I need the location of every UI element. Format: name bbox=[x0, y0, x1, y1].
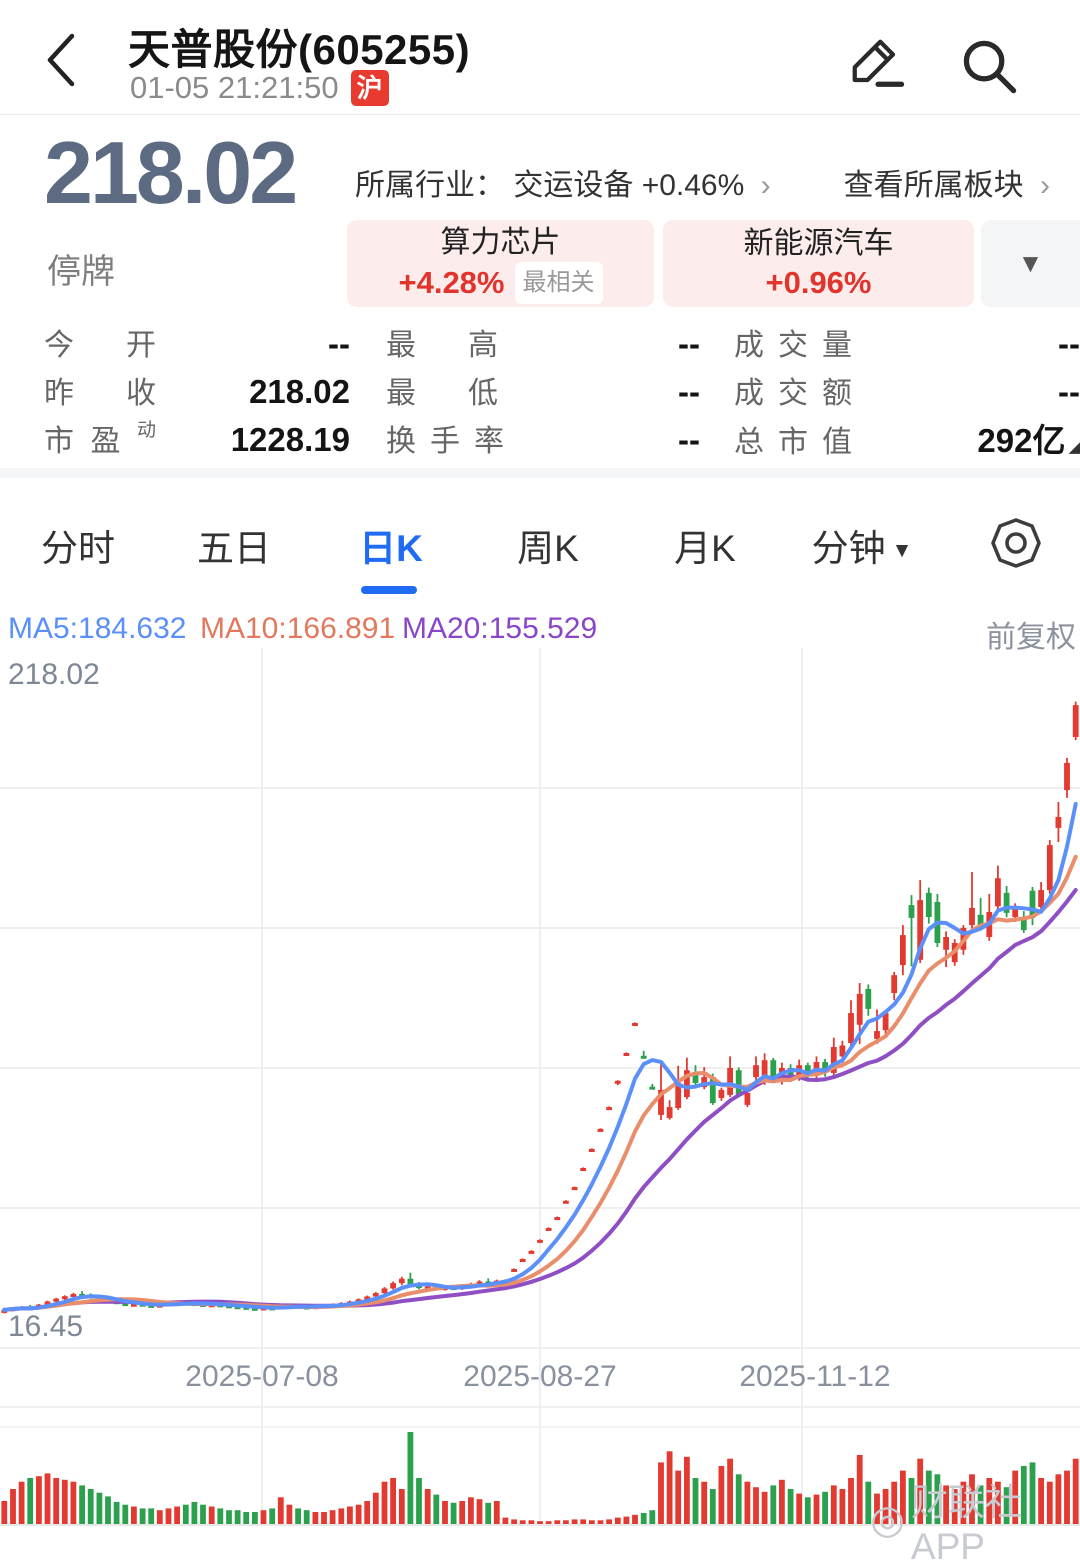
ma20-value: MA20:155.529 bbox=[402, 612, 598, 645]
tag-change: +0.96% bbox=[765, 264, 872, 300]
concept-tag-2[interactable]: 新能源汽车 +0.96% bbox=[663, 220, 974, 307]
volume-series bbox=[1, 1432, 1079, 1524]
chevron-right-icon: › bbox=[1040, 169, 1050, 202]
stat-turnover-amount: 成交额 -- bbox=[734, 373, 1080, 410]
stat-high: 最高 -- bbox=[386, 325, 700, 362]
expand-corner-icon: ◢ bbox=[1068, 439, 1080, 456]
y-axis-max-label: 218.02 bbox=[8, 658, 100, 691]
x-axis-label-1: 2025-07-08 bbox=[185, 1360, 338, 1393]
stat-turnover-rate: 换手率 -- bbox=[386, 421, 700, 458]
header-bar: 天普股份(605255) 01-05 21:21:50 沪 bbox=[0, 0, 1080, 115]
ma5-value: MA5:184.632 bbox=[8, 612, 187, 645]
chart-tab-bar: 分时 五日 日K 周K 月K 分钟 ▼ bbox=[0, 500, 1080, 600]
view-sector-link[interactable]: 查看所属板块 › bbox=[843, 169, 1050, 202]
stat-open: 今开 -- bbox=[44, 325, 350, 362]
stat-low: 最低 -- bbox=[386, 373, 700, 410]
tab-weekly-k[interactable]: 周K bbox=[517, 528, 579, 569]
tag-name: 算力芯片 bbox=[440, 225, 561, 259]
edit-icon[interactable] bbox=[842, 30, 910, 96]
tags-expand-button[interactable]: ▼ bbox=[981, 220, 1080, 307]
back-icon[interactable] bbox=[42, 30, 82, 90]
concept-tag-1[interactable]: 算力芯片 +4.28% 最相关 bbox=[347, 220, 654, 307]
chart-gridlines bbox=[0, 648, 1080, 1526]
ma-lines bbox=[2, 802, 1078, 1312]
industry-link[interactable]: 所属行业： 交运设备 +0.46% › bbox=[355, 160, 771, 204]
triangle-down-icon: ▼ bbox=[891, 539, 913, 562]
trading-status: 停牌 bbox=[47, 253, 115, 291]
section-divider bbox=[0, 468, 1080, 478]
tab-monthly-k[interactable]: 月K bbox=[674, 528, 736, 569]
x-axis-label-3: 2025-11-12 bbox=[739, 1360, 890, 1393]
chart-settings-icon[interactable] bbox=[989, 516, 1043, 570]
chevron-right-icon: › bbox=[760, 169, 771, 202]
tag-badge: 最相关 bbox=[514, 261, 603, 304]
industry-name: 交运设备 bbox=[513, 169, 634, 202]
industry-change: +0.46% bbox=[641, 169, 745, 202]
quote-stats-grid: 今开 -- 最高 -- 成交量 -- 昨收 218.02 最低 -- 成交额 -… bbox=[0, 318, 1080, 462]
ma10-value: MA10:166.891 bbox=[200, 612, 396, 645]
tab-five-day[interactable]: 五日 bbox=[197, 528, 271, 569]
watermark: ◎ 财联社APP bbox=[870, 1482, 1022, 1567]
exchange-badge: 沪 bbox=[350, 70, 389, 106]
tab-daily-k[interactable]: 日K bbox=[359, 528, 423, 569]
active-tab-underline bbox=[361, 586, 417, 594]
industry-label: 所属行业： bbox=[355, 169, 505, 202]
ma-legend: MA5:184.632 MA10:166.891 MA20:155.529 前复… bbox=[0, 612, 1080, 654]
kline-chart[interactable]: 218.02 16.45 2025-07-08 2025-08-27 2025-… bbox=[0, 648, 1080, 1535]
tag-name: 新能源汽车 bbox=[743, 226, 894, 260]
cls-logo-icon: ◎ bbox=[870, 1498, 905, 1542]
tab-minutes-dropdown[interactable]: 分钟 ▼ bbox=[811, 528, 913, 569]
stat-pe-ratio: 市盈动 1228.19 bbox=[44, 420, 350, 458]
stat-market-cap[interactable]: 总市值 292亿 ◢ bbox=[734, 422, 1080, 459]
triangle-down-icon: ▼ bbox=[1017, 248, 1044, 278]
x-axis-label-2: 2025-08-27 bbox=[463, 1360, 616, 1393]
y-axis-min-label: 16.45 bbox=[8, 1310, 83, 1343]
tab-minute-line[interactable]: 分时 bbox=[41, 528, 115, 569]
stat-prev-close: 昨收 218.02 bbox=[44, 373, 350, 410]
current-price: 218.02 bbox=[44, 123, 298, 222]
search-icon[interactable] bbox=[956, 34, 1024, 100]
page-title: 天普股份(605255) bbox=[128, 26, 471, 73]
stat-volume: 成交量 -- bbox=[734, 325, 1080, 362]
adjust-mode-label[interactable]: 前复权 bbox=[986, 621, 1076, 654]
quote-timestamp: 01-05 21:21:50 bbox=[130, 70, 339, 105]
tag-change: +4.28% bbox=[398, 264, 505, 300]
